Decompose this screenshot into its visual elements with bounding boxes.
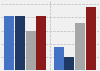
- Bar: [75, 23, 85, 70]
- Bar: [54, 47, 64, 70]
- Bar: [86, 7, 96, 70]
- Bar: [64, 57, 74, 70]
- Bar: [4, 16, 14, 70]
- Bar: [26, 31, 36, 70]
- Bar: [15, 16, 25, 70]
- Bar: [36, 16, 46, 70]
